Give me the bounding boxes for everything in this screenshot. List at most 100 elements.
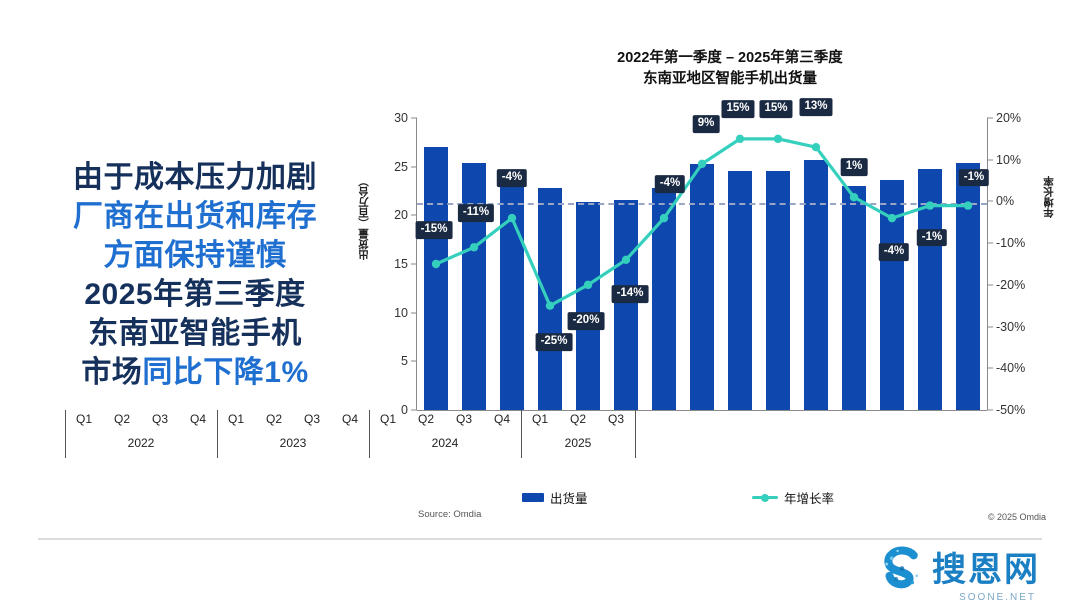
data-label-2023-Q2: -14% — [611, 284, 649, 303]
y-axis-tick-left: 10 — [394, 305, 408, 320]
data-label-2022-Q3: -4% — [496, 169, 528, 188]
x-axis-quarter-label: Q1 — [227, 412, 245, 426]
y-axis-tickmark-left — [411, 360, 417, 362]
y-axis-tick-right: -20% — [996, 277, 1026, 292]
plot-inner: 0 5 10 15 20 25 30 -50% -40% -30% -20% -10% 0% 10% 20%… — [394, 98, 1025, 417]
y-axis-tick-left: 20 — [394, 208, 408, 223]
chart-title: 2022年第一季度 – 2025年第三季度 东南亚地区智能手机出货量 — [470, 48, 990, 90]
data-label-2024-Q2: 15% — [759, 99, 793, 118]
headline-block: 由于成本压力加剧 厂商在出货和库存 方面保持谨慎 2025年第三季度 东南亚智能… — [0, 158, 390, 392]
x-axis-quarter-label: Q2 — [265, 412, 283, 426]
data-label-2022-Q4: -25% — [535, 332, 573, 351]
copyright-note: © 2025 Omdia — [987, 512, 1046, 522]
y-axis-tick-left: 30 — [394, 111, 408, 125]
x-axis-quarter-label: Q1 — [75, 412, 93, 426]
y-axis-tickmark-right — [987, 117, 993, 119]
growth-rate-line — [431, 134, 973, 310]
x-axis-quarter-label: Q4 — [341, 412, 359, 426]
y-axis-tick-right: 20% — [996, 111, 1022, 125]
headline-line-6-dark: 市场 — [81, 356, 143, 389]
data-label-2024-Q4: 1% — [840, 158, 868, 177]
headline-line-2: 厂商在出货和库存 — [73, 200, 317, 233]
line-marker-2025-Q3 — [963, 201, 973, 210]
line-marker-2022-Q2 — [469, 243, 479, 252]
bar-2024-Q2 — [766, 170, 790, 410]
legend-item-growth: 年增长率 — [752, 488, 834, 507]
y-axis-tickmark-right — [987, 159, 993, 161]
legend-line-swatch-icon — [752, 496, 778, 499]
data-label-2025-Q2: -1% — [916, 228, 948, 247]
headline-line-6-blue: 同比下降1% — [142, 356, 309, 389]
line-marker-2023-Q1 — [583, 280, 593, 290]
data-label-2024-Q1: 15% — [721, 99, 755, 118]
bar-2022-Q1 — [424, 147, 448, 410]
y-axis-tickmark-right — [987, 200, 993, 202]
y-axis-tick-right: -40% — [996, 361, 1026, 376]
x-axis-quarter-label: Q4 — [189, 412, 207, 426]
line-marker-2024-Q2 — [773, 134, 783, 144]
y-axis-tick-right: -30% — [996, 319, 1026, 334]
x-axis-quarter-label: Q2 — [113, 412, 131, 426]
bar-2023-Q4 — [690, 163, 714, 410]
x-axis-group-separator — [217, 410, 218, 458]
x-axis-quarter-label: Q3 — [455, 412, 473, 426]
line-marker-2025-Q1 — [887, 213, 897, 223]
y-axis-tick-right: 10% — [996, 152, 1022, 167]
source-note: Source: Omdia — [418, 509, 482, 520]
y-axis-tickmark-left — [411, 214, 417, 216]
line-marker-2022-Q4 — [545, 301, 555, 310]
line-marker-2023-Q3 — [659, 213, 669, 223]
y-axis-tickmark-left — [411, 409, 417, 411]
y-axis-tick-right: -50% — [996, 403, 1026, 417]
bar-2025-Q3 — [956, 162, 980, 410]
line-marker-2022-Q3 — [507, 213, 517, 223]
plot-region: 0 5 10 15 20 25 30 -50% -40% -30% -20% -10% 0% 10% 20%… — [394, 98, 1025, 417]
x-axis-year-label-2025: 2025 — [564, 436, 592, 450]
bar-2022-Q4 — [538, 188, 562, 410]
x-axis-year-label-2023: 2023 — [279, 436, 307, 450]
legend-label-growth: 年增长率 — [784, 492, 835, 506]
legend-bar-swatch-icon — [522, 493, 544, 502]
headline-line-4: 2025年第三季度 — [84, 278, 306, 311]
line-marker-2024-Q3 — [811, 143, 821, 152]
data-label-2023-Q3: -4% — [654, 175, 686, 194]
y-axis-tick-left: 25 — [394, 159, 408, 174]
y-axis-tick-left: 15 — [394, 257, 408, 271]
x-axis: Q1 Q2 Q3 Q4 2022 Q1 Q2 Q3 Q4 2023 Q1 Q2 Q3 Q4 2024 Q1 Q2… — [65, 410, 636, 462]
line-marker-2023-Q2 — [621, 255, 631, 265]
x-axis-group-separator — [65, 410, 66, 458]
data-label-2023-Q4: 9% — [692, 114, 720, 133]
y-axis-tickmark-right — [987, 367, 993, 369]
line-marker-2024-Q4 — [849, 193, 859, 202]
x-axis-quarter-label: Q2 — [417, 412, 435, 426]
x-axis-quarter-label: Q2 — [569, 412, 587, 426]
line-marker-2023-Q4 — [697, 159, 707, 169]
y-axis-tickmark-left — [411, 312, 417, 314]
y-axis-tickmark-left — [411, 263, 417, 265]
x-axis-group-separator — [635, 410, 636, 458]
axis-line-right — [986, 118, 988, 410]
data-label-2025-Q3: -1% — [958, 168, 990, 187]
bar-2024-Q1 — [728, 170, 752, 410]
x-axis-year-label-2022: 2022 — [127, 436, 155, 450]
y-axis-tickmark-right — [987, 326, 993, 328]
data-label-2022-Q2: -11% — [457, 204, 495, 223]
headline-line-5: 东南亚智能手机 — [88, 317, 302, 350]
x-axis-quarter-label: Q1 — [531, 412, 549, 426]
headline-line-1: 由于成本压力加剧 — [73, 161, 317, 194]
y-axis-title-left: 出货量（百万台） — [358, 176, 370, 260]
data-label-2025-Q1: -4% — [878, 243, 910, 262]
axis-line-bottom — [417, 409, 987, 411]
y-axis-tickmark-right — [987, 284, 993, 286]
line-marker-2025-Q2 — [925, 201, 935, 210]
chart-title-line-2: 东南亚地区智能手机出货量 — [643, 71, 817, 88]
bar-2023-Q1 — [576, 201, 600, 410]
x-axis-quarter-label: Q4 — [493, 412, 511, 426]
y-axis-tick-right: 0% — [996, 194, 1015, 209]
bar-2025-Q1 — [880, 180, 904, 410]
bar-2023-Q3 — [652, 188, 676, 410]
bar-2022-Q2 — [462, 162, 486, 410]
reference-line — [417, 202, 987, 205]
legend-item-shipments: 出货量 — [522, 488, 588, 507]
chart-area: 出货量（百万台） 年增长率 0 5 10 15 20 25 30 -50% -40% -30% -2… — [352, 98, 1055, 418]
